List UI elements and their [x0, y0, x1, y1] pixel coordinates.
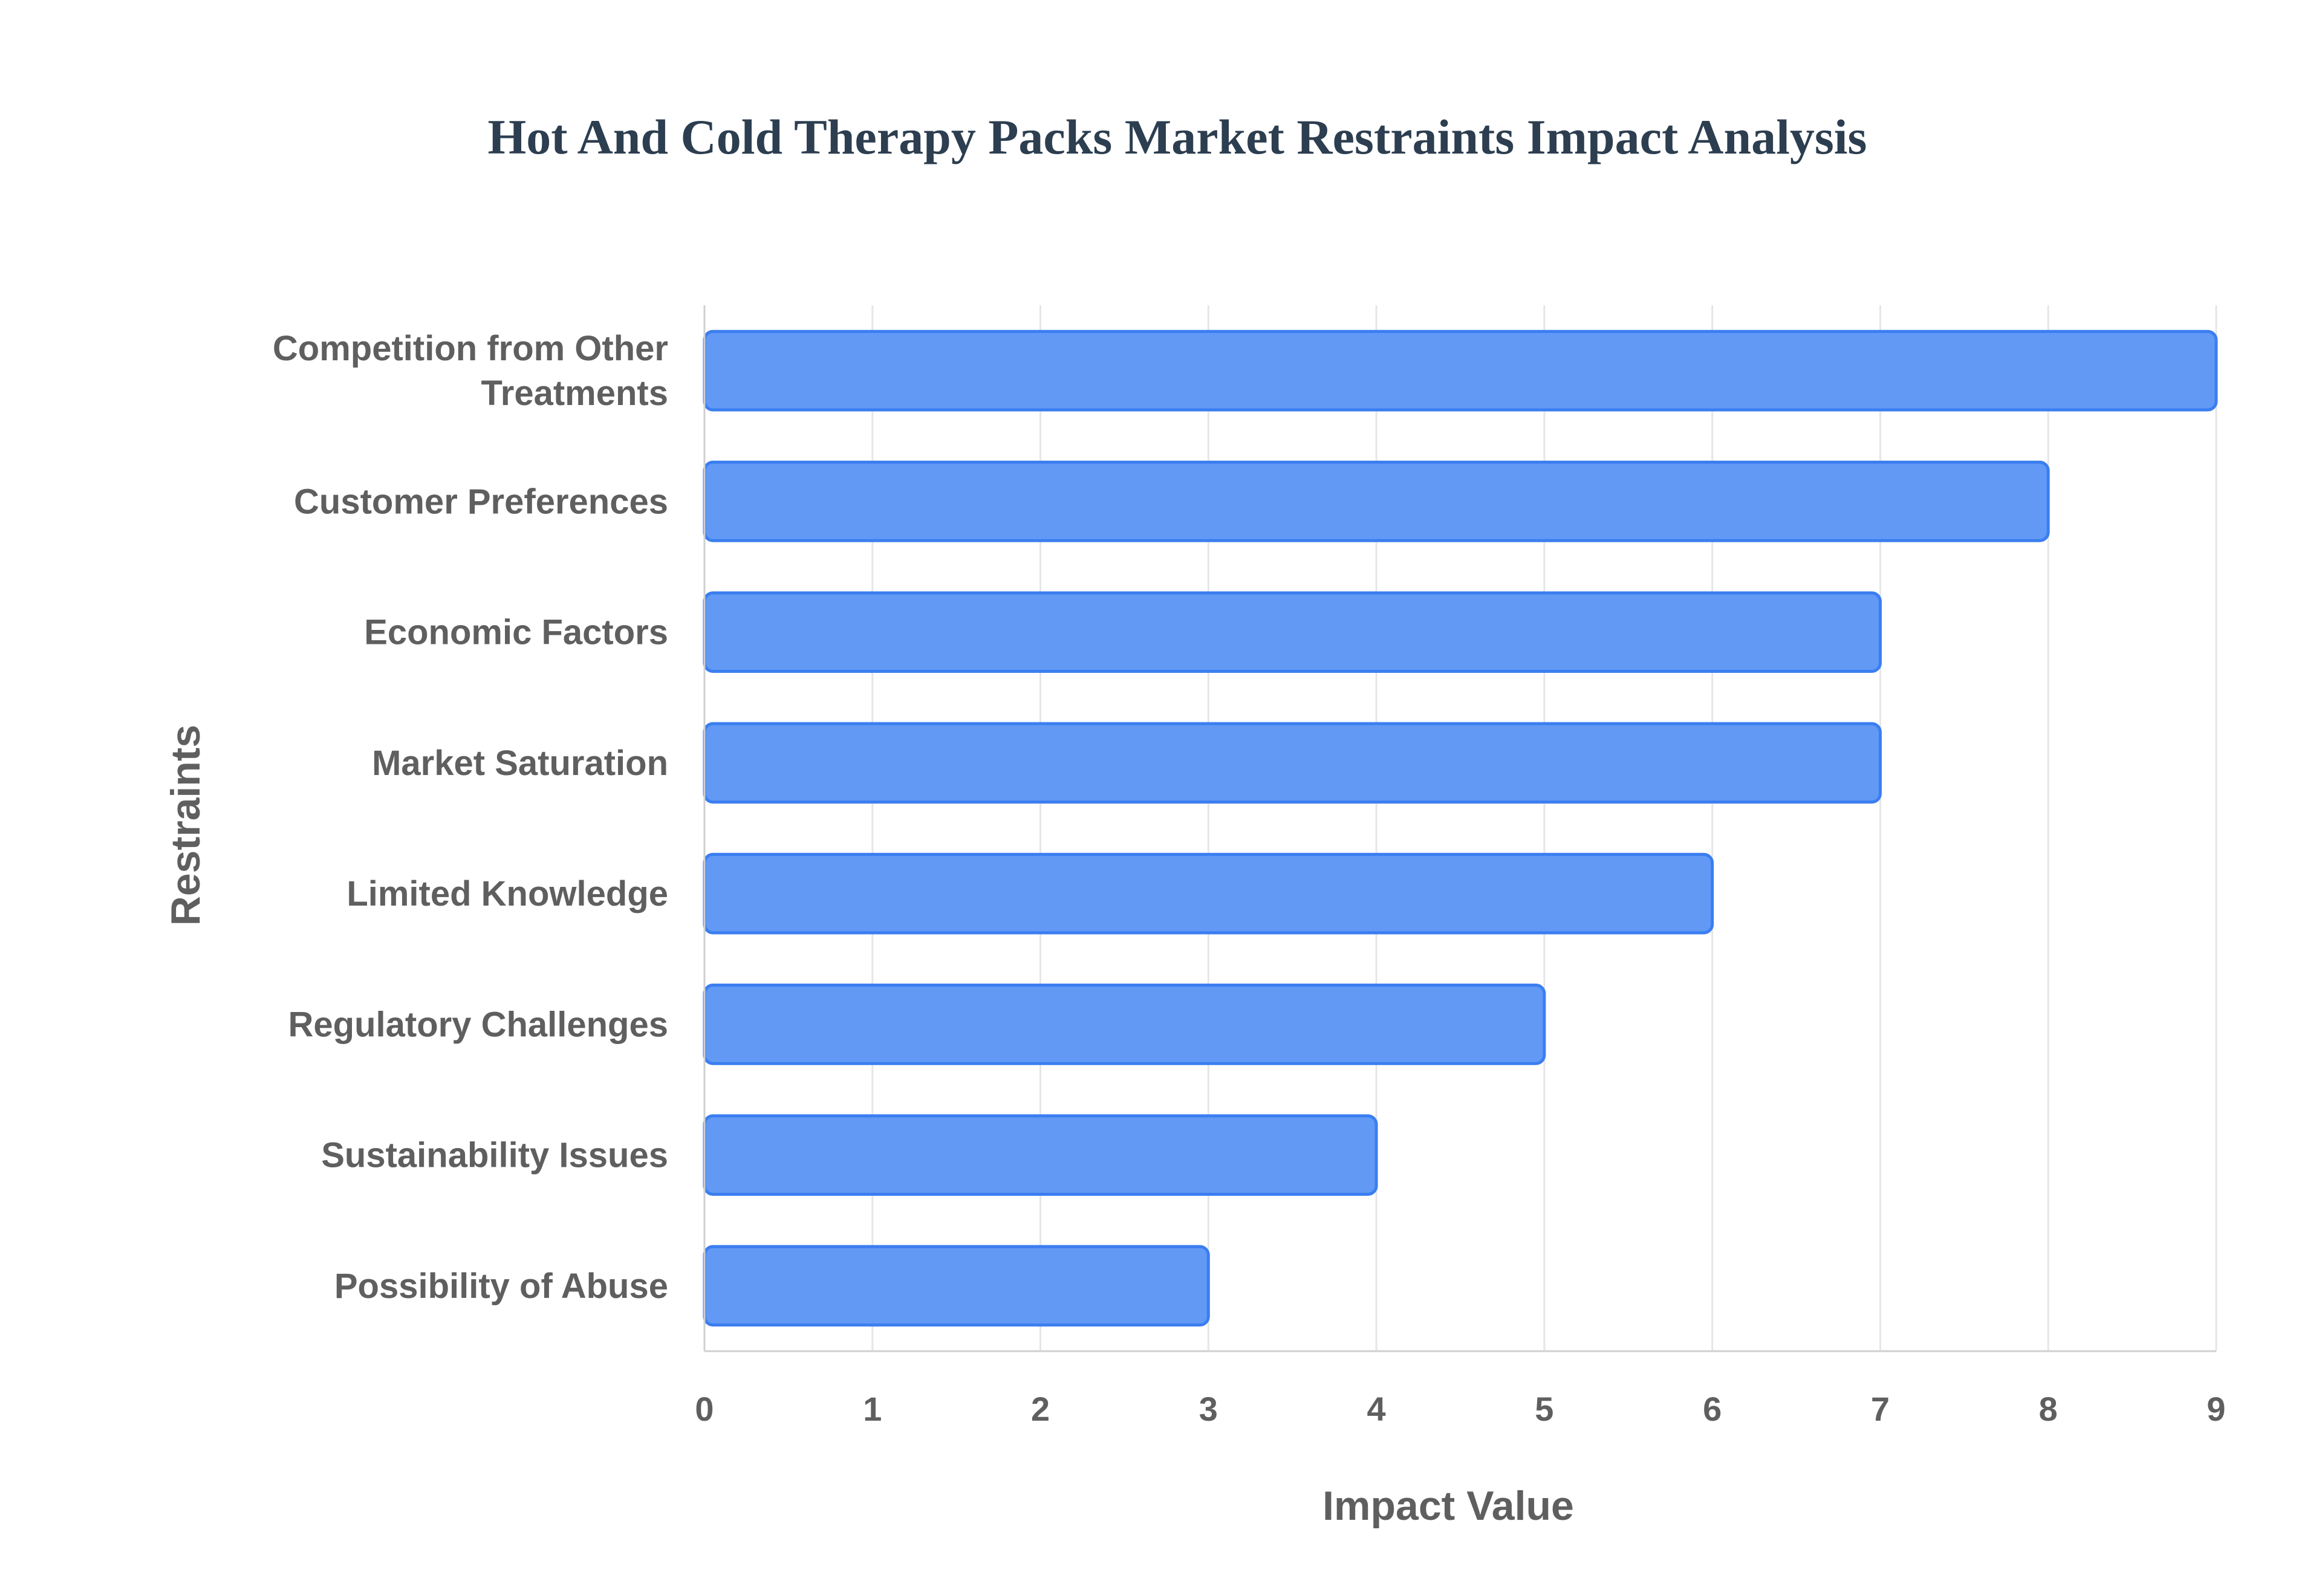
- bar: [703, 984, 1546, 1065]
- x-tick-label: 0: [695, 1390, 714, 1428]
- bar: [703, 591, 1882, 673]
- bar: [703, 1114, 1378, 1196]
- axes: [703, 305, 2216, 1352]
- category-label: Treatments: [481, 374, 668, 413]
- x-tick-label: 5: [1535, 1390, 1553, 1428]
- category-label: Economic Factors: [364, 613, 668, 652]
- bar: [703, 461, 2050, 542]
- x-tick-label: 3: [1199, 1390, 1218, 1428]
- category-label: Customer Preferences: [294, 482, 668, 521]
- x-tick-label: 4: [1367, 1390, 1386, 1428]
- x-tick-label: 7: [1871, 1390, 1890, 1428]
- x-tick-label: 6: [1703, 1390, 1722, 1428]
- x-tick-label: 2: [1031, 1390, 1050, 1428]
- x-tick-label: 9: [2207, 1390, 2225, 1428]
- bar: [703, 1245, 1210, 1327]
- bar: [703, 852, 1714, 935]
- bar: [703, 722, 1882, 804]
- x-tick-label: 8: [2039, 1390, 2058, 1428]
- x-tick-label: 1: [863, 1390, 882, 1428]
- bar: [703, 329, 2218, 412]
- y-axis-title: Restraints: [163, 725, 209, 926]
- x-axis-title: Impact Value: [1322, 1483, 1574, 1529]
- category-label: Regulatory Challenges: [288, 1005, 668, 1044]
- category-label: Competition from Other: [273, 329, 668, 368]
- category-label: Possibility of Abuse: [334, 1267, 668, 1306]
- category-label: Limited Knowledge: [346, 874, 668, 913]
- bars: [703, 329, 2218, 1327]
- category-label: Market Saturation: [372, 744, 668, 783]
- labels: 0 1 2 3 4 5 6 7 8 9 Competition from Other Treatmen…: [273, 329, 2226, 1428]
- category-label: Sustainability Issues: [321, 1136, 668, 1175]
- chart-title: Hot And Cold Therapy Packs Market Restra…: [488, 109, 1867, 164]
